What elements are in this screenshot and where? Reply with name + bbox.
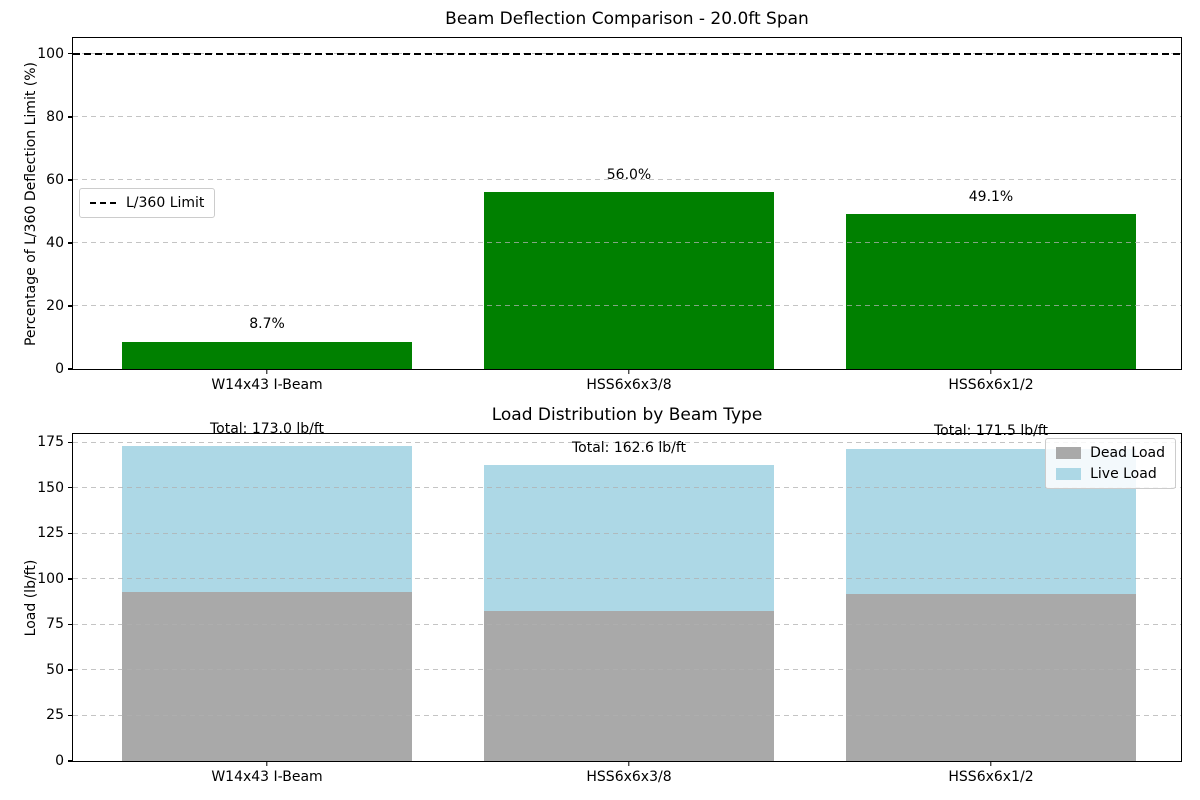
y-tick-label: 80 [46, 108, 64, 125]
y-tick-mark [68, 53, 73, 55]
legend-item: L/360 Limit [90, 195, 204, 211]
x-tick-label: HSS6x6x3/8 [586, 769, 672, 785]
gridline-40 [73, 242, 1181, 244]
bar-value-label: 49.1% [968, 188, 1014, 205]
bar-value-label: 8.7% [249, 316, 285, 333]
y-axis-label: Percentage of L/360 Deflection Limit (%) [23, 61, 39, 346]
y-tick-label: 125 [37, 525, 64, 542]
gridline-25 [73, 714, 1181, 716]
gridline-80 [73, 116, 1181, 118]
total-label: Total: 173.0 lb/ft [209, 420, 325, 437]
deflection-chart: Beam Deflection Comparison - 20.0ft Span… [23, 9, 1182, 393]
y-tick-label: 0 [55, 753, 64, 769]
y-tick-label: 100 [37, 570, 64, 587]
y-tick-mark [68, 532, 73, 534]
color-swatch-icon [1056, 468, 1082, 480]
y-tick-mark [68, 487, 73, 489]
color-swatch-icon [1056, 447, 1082, 459]
gridline-125 [73, 532, 1181, 534]
y-tick-label: 50 [46, 661, 64, 678]
y-tick-mark [68, 116, 73, 118]
bar-value-label: 56.0% [606, 167, 652, 184]
y-tick-label: 100 [37, 45, 64, 62]
y-tick-mark [68, 623, 73, 626]
bar-HSS6x6x1/2 [846, 214, 1136, 369]
x-tick-label: W14x43 I-Beam [211, 769, 323, 785]
bar-HSS6x6x3/8 [484, 192, 774, 369]
y-tick-label: 60 [46, 171, 64, 188]
y-tick-mark [68, 441, 73, 443]
gridline-75 [73, 623, 1181, 625]
legend: L/360 Limit [79, 188, 216, 218]
gridline-20 [73, 305, 1181, 307]
plot-area: 0 25 50 75 100 125 150 175 W14x43 I-Beam HSS6x6x3… [37, 421, 1182, 785]
total-label: Total: 171.5 lb/ft [933, 423, 1049, 440]
gridline-150 [73, 487, 1181, 489]
legend: Dead Load Live Load [1045, 438, 1176, 489]
y-tick-mark [68, 714, 73, 717]
legend-item: Dead Load [1056, 445, 1165, 461]
bar-segment-live-load [484, 464, 774, 611]
y-tick-label: 75 [46, 616, 64, 633]
y-tick-label: 175 [37, 434, 64, 451]
x-tick-mark [266, 369, 268, 374]
y-tick-mark [68, 305, 73, 307]
x-tick-mark [628, 761, 630, 766]
legend-item: Live Load [1056, 466, 1165, 482]
gridline-175 [73, 441, 1181, 443]
y-tick-label: 40 [46, 234, 64, 251]
x-tick-mark [628, 369, 630, 374]
x-tick-label: HSS6x6x3/8 [586, 377, 672, 393]
y-tick-label: 25 [46, 707, 64, 724]
legend-label: Live Load [1090, 466, 1157, 482]
x-tick-label: HSS6x6x1/2 [948, 377, 1034, 393]
y-tick-label: 0 [55, 361, 64, 377]
gridline-100 [73, 578, 1181, 580]
chart-title: Beam Deflection Comparison - 20.0ft Span [445, 9, 809, 29]
y-tick-mark [68, 578, 73, 580]
load-distribution-chart: Load Distribution by Beam Type Load (lb/… [23, 405, 1182, 785]
x-tick-mark [990, 369, 992, 374]
bar-segment-dead-load [846, 594, 1136, 761]
y-tick-mark [68, 669, 73, 671]
plot-area: 0 20 40 60 80 100 W14x43 I-Beam HSS6x6x3/8 HSS6x… [37, 37, 1182, 393]
dashed-line-icon [90, 202, 117, 204]
y-tick-label: 150 [37, 479, 64, 496]
y-tick-mark [68, 242, 73, 244]
y-tick-mark [68, 179, 73, 181]
bar-W14x43 I-Beam [122, 341, 412, 369]
bar-segment-live-load [122, 445, 412, 592]
bar-segment-dead-load [484, 610, 774, 761]
x-tick-label: W14x43 I-Beam [211, 377, 323, 393]
y-tick-label: 20 [46, 297, 64, 314]
reference-line [73, 52, 1181, 55]
bar-segment-dead-load [122, 591, 412, 761]
gridline-50 [73, 669, 1181, 671]
x-tick-label: HSS6x6x1/2 [948, 769, 1034, 785]
legend-label: Dead Load [1090, 445, 1165, 461]
x-tick-mark [266, 761, 268, 766]
y-tick-mark [68, 368, 73, 370]
legend-label: L/360 Limit [126, 195, 205, 211]
x-tick-mark [990, 761, 992, 766]
y-tick-mark [68, 760, 73, 762]
chart-title: Load Distribution by Beam Type [491, 405, 763, 425]
total-label: Total: 162.6 lb/ft [571, 439, 687, 456]
gridline-60 [73, 179, 1181, 181]
